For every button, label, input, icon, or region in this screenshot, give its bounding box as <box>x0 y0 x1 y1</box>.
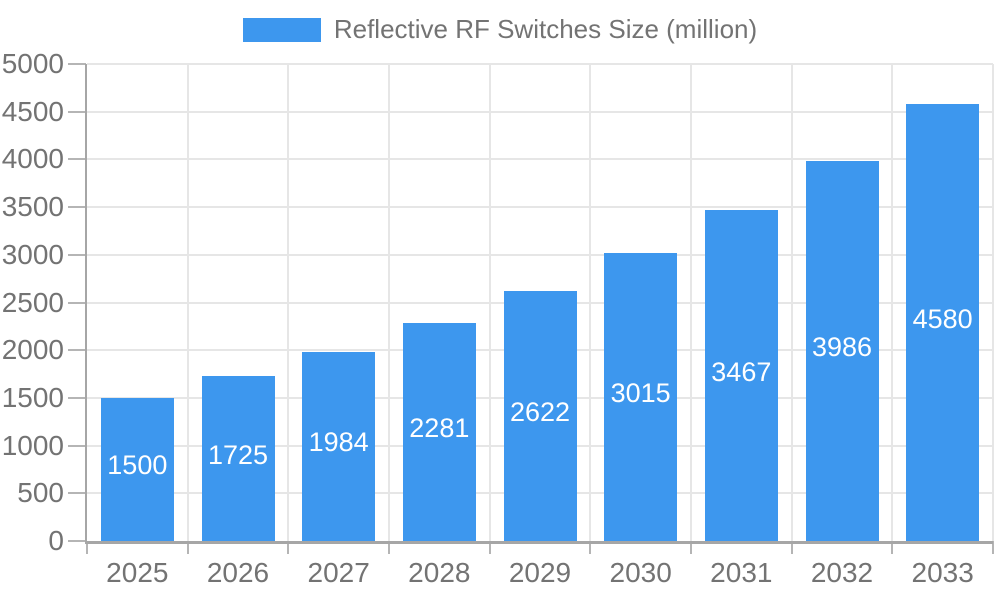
h-gridline <box>87 206 993 209</box>
bar-2028[interactable] <box>402 323 476 541</box>
x-axis-tick <box>287 541 290 554</box>
x-axis-tick <box>891 541 894 554</box>
y-axis-tick <box>68 110 86 113</box>
y-axis-tick <box>68 540 86 542</box>
y-axis-tick-label: 3500 <box>1 191 64 223</box>
h-gridline <box>87 253 993 256</box>
v-gridline <box>891 64 894 541</box>
v-gridline <box>790 64 793 541</box>
y-axis-tick <box>68 253 86 256</box>
bar-value-label: 2622 <box>509 396 571 427</box>
bar-value-label: 3986 <box>811 331 873 362</box>
bar-2032[interactable] <box>805 160 879 541</box>
bar-value-label: 3015 <box>610 378 671 409</box>
bar-value-label: 1984 <box>308 427 369 458</box>
y-axis-tick <box>68 349 86 352</box>
x-axis-tick-label: 2027 <box>307 557 370 588</box>
y-axis-tick-label: 2500 <box>1 286 64 318</box>
h-gridline <box>87 110 993 113</box>
y-axis-line <box>85 64 87 541</box>
bar-2027[interactable] <box>302 351 376 541</box>
x-axis-tick <box>589 541 592 554</box>
y-axis-tick-label: 4500 <box>1 95 64 127</box>
x-axis-tick-label: 2029 <box>508 557 572 588</box>
bar-2030[interactable] <box>604 253 678 541</box>
h-gridline <box>87 63 993 65</box>
x-axis-tick-label: 2032 <box>810 557 874 588</box>
v-gridline <box>992 64 994 541</box>
legend-color-swatch <box>242 17 321 42</box>
bar-value-label: 2281 <box>409 413 470 444</box>
v-gridline <box>690 64 692 541</box>
y-axis-tick-label: 1000 <box>1 429 64 461</box>
x-axis-tick-label: 2028 <box>408 557 471 588</box>
y-axis-tick-label: 4000 <box>1 143 64 175</box>
y-axis-tick <box>68 158 86 161</box>
bar-2026[interactable] <box>201 376 275 541</box>
x-axis-tick <box>186 541 189 554</box>
x-axis-tick-label: 2030 <box>609 557 672 588</box>
x-axis-tick <box>992 541 994 554</box>
y-axis-tick-label: 3000 <box>1 238 64 270</box>
h-gridline <box>87 158 993 161</box>
v-gridline <box>589 64 592 541</box>
y-axis-tick <box>68 444 86 447</box>
bar-2031[interactable] <box>704 210 778 541</box>
x-axis-tick <box>86 541 88 554</box>
bar-2029[interactable] <box>503 290 577 541</box>
y-axis-tick <box>68 63 86 65</box>
bar-value-label: 1725 <box>207 439 269 470</box>
x-axis-tick-label: 2025 <box>106 557 169 588</box>
bar-2033[interactable] <box>906 104 980 541</box>
x-axis-tick-label: 2033 <box>911 557 974 588</box>
y-axis-tick <box>68 492 86 495</box>
x-axis-tick <box>690 541 692 554</box>
x-axis-tick-label: 2026 <box>206 557 270 588</box>
bar-value-label: 1500 <box>107 450 168 481</box>
bar-2025[interactable] <box>100 397 174 541</box>
v-gridline <box>186 64 189 541</box>
y-axis-tick-label: 5000 <box>1 48 64 79</box>
y-axis-tick <box>68 301 86 304</box>
y-axis-tick-label: 2000 <box>1 334 64 366</box>
v-gridline <box>488 64 491 541</box>
bar-value-label: 3467 <box>711 356 772 387</box>
x-axis-tick <box>388 541 390 554</box>
legend[interactable]: Reflective RF Switches Size (million) <box>0 14 1000 45</box>
legend-label: Reflective RF Switches Size (million) <box>333 14 758 44</box>
v-gridline <box>287 64 290 541</box>
x-axis-tick <box>488 541 491 554</box>
y-axis-tick <box>68 206 86 209</box>
y-axis-tick-label: 0 <box>48 525 64 556</box>
y-axis-tick-label: 1500 <box>1 381 64 413</box>
y-axis-tick <box>68 396 86 399</box>
x-axis-tick <box>790 541 793 554</box>
x-axis-tick-label: 2031 <box>710 557 773 588</box>
y-axis-tick-label: 500 <box>17 477 64 509</box>
bar-value-label: 4580 <box>912 303 973 334</box>
x-axis-line <box>85 541 993 544</box>
v-gridline <box>388 64 390 541</box>
